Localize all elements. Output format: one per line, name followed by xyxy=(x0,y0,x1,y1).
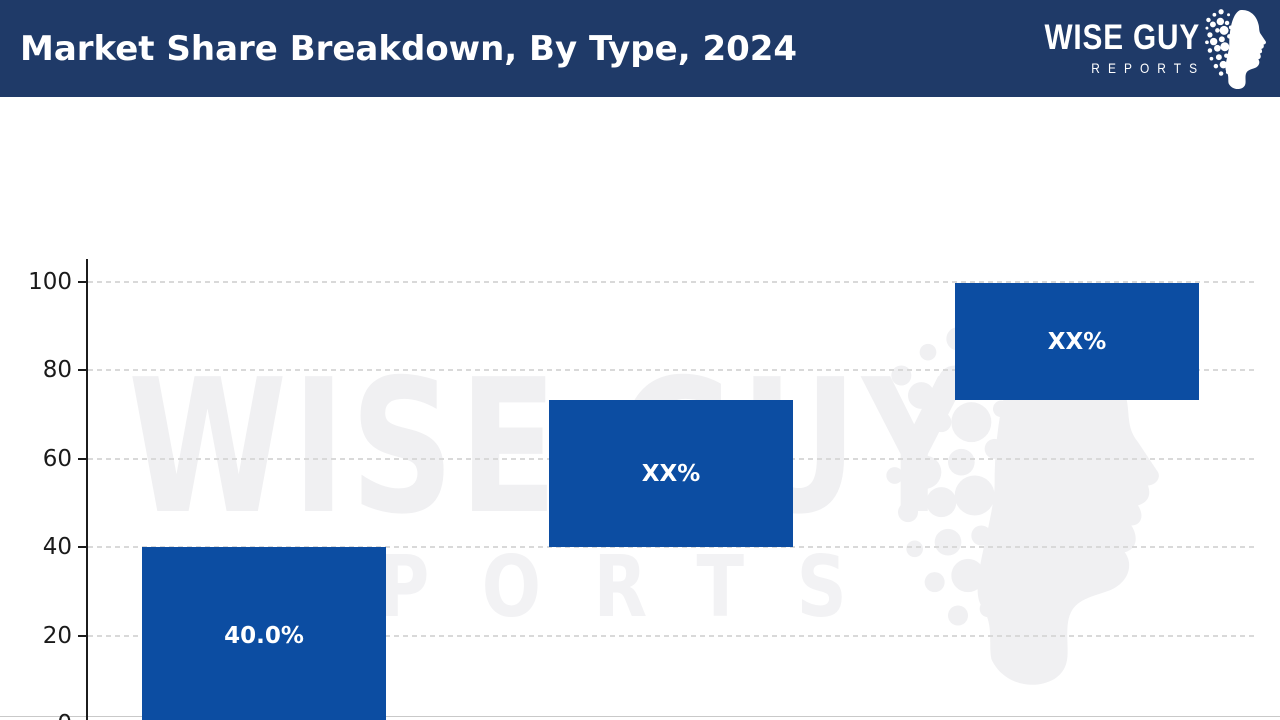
y-tick-mark xyxy=(78,546,86,548)
logo-subtitle: REPORTS xyxy=(1091,59,1206,76)
y-tick-mark xyxy=(78,635,86,637)
bar-value-label: 40.0% xyxy=(224,622,304,649)
chart-title: Market Share Breakdown, By Type, 2024 xyxy=(20,28,798,69)
figure-bottom-border xyxy=(0,716,1280,717)
chart-plot-area: WISE GUY REPORTS 0 20 40 60 80 100 40 xyxy=(0,97,1280,720)
header-bar: Market Share Breakdown, By Type, 2024 WI… xyxy=(0,0,1280,97)
bar-milk-chocolate: 40.0% xyxy=(142,547,386,720)
bar-white-chocolate: XX% xyxy=(955,283,1199,400)
y-tick-label: 100 xyxy=(28,269,72,295)
y-axis-spine xyxy=(86,259,88,720)
wiseguy-logo: WISE GUY REPORTS xyxy=(1002,4,1270,94)
y-tick-label: 20 xyxy=(42,623,72,649)
gridline-80 xyxy=(88,369,1258,371)
gridline-20 xyxy=(88,635,1258,637)
y-tick-mark xyxy=(78,458,86,460)
logo-wordmark: WISE GUY xyxy=(1044,18,1200,57)
gridline-100 xyxy=(88,281,1258,283)
y-tick-label: 60 xyxy=(42,446,72,472)
wiseguy-face-icon xyxy=(1205,9,1266,90)
y-tick-label: 80 xyxy=(42,357,72,383)
y-tick-label: 0 xyxy=(10,711,72,720)
y-tick-mark xyxy=(78,369,86,371)
bar-dark-chocolate: XX% xyxy=(549,400,793,547)
bar-value-label: XX% xyxy=(641,460,701,487)
y-tick-label: 40 xyxy=(42,534,72,560)
y-tick-mark xyxy=(78,281,86,283)
wiseguy-logo-text: WISE GUY REPORTS xyxy=(1044,18,1200,76)
gridline-40 xyxy=(88,546,1258,548)
bar-value-label: XX% xyxy=(1047,328,1107,355)
